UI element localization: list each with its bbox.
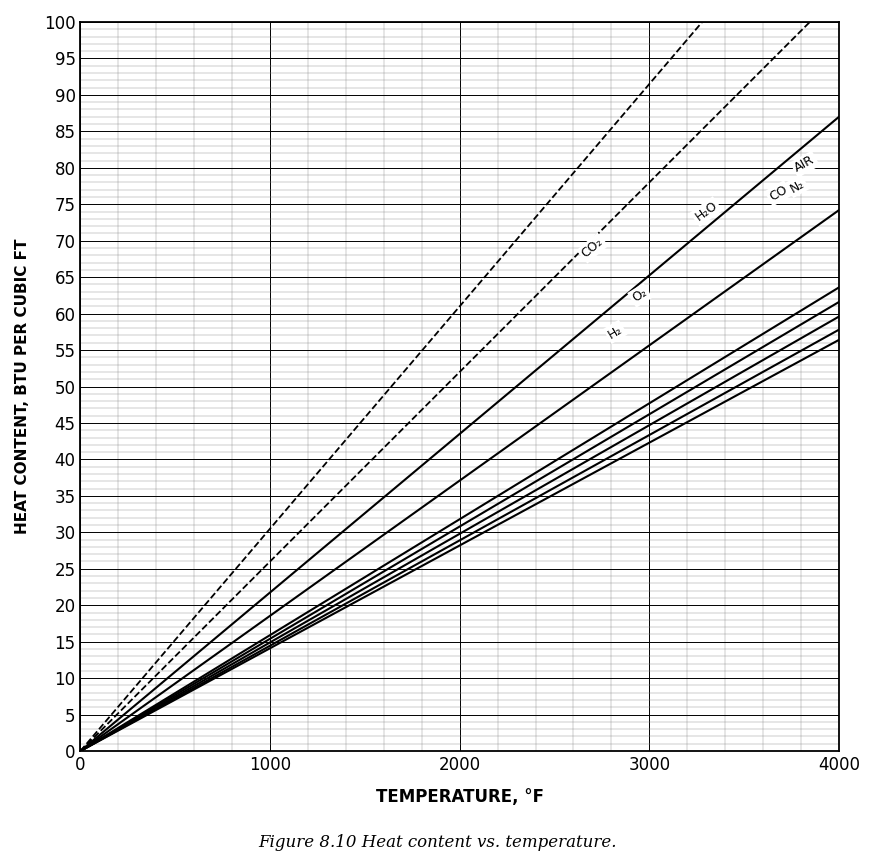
Y-axis label: HEAT CONTENT, BTU PER CUBIC FT: HEAT CONTENT, BTU PER CUBIC FT bbox=[15, 239, 30, 534]
Text: O₂: O₂ bbox=[630, 286, 649, 305]
Text: CO₂: CO₂ bbox=[579, 235, 605, 261]
Text: H₂O: H₂O bbox=[693, 199, 720, 224]
Text: Figure 8.10 Heat content vs. temperature.: Figure 8.10 Heat content vs. temperature… bbox=[258, 834, 617, 851]
Text: AIR: AIR bbox=[793, 153, 817, 175]
Text: H₂: H₂ bbox=[606, 322, 625, 341]
X-axis label: TEMPERATURE, °F: TEMPERATURE, °F bbox=[375, 787, 543, 805]
Text: N₂: N₂ bbox=[788, 177, 807, 195]
Text: CO: CO bbox=[767, 183, 789, 203]
